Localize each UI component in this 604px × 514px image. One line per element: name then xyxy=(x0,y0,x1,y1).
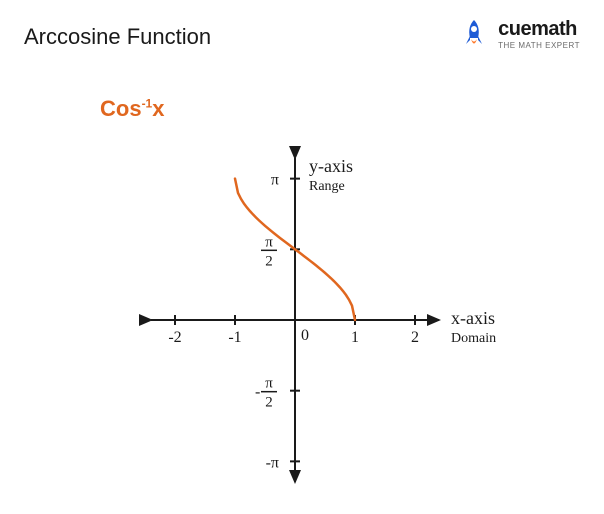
svg-text:-π: -π xyxy=(266,454,279,471)
svg-text:2: 2 xyxy=(265,395,273,411)
svg-text:-: - xyxy=(255,384,260,401)
arccos-chart: -2-1012x-axisDomainππ2-π2-πy-axisRange xyxy=(60,80,540,500)
logo-tagline: THE MATH EXPERT xyxy=(498,41,580,50)
svg-text:1: 1 xyxy=(351,329,359,346)
svg-text:2: 2 xyxy=(265,253,273,269)
svg-text:Domain: Domain xyxy=(451,331,496,346)
svg-text:-2: -2 xyxy=(168,329,181,346)
page-title: Arccosine Function xyxy=(24,24,211,50)
brand-logo: cuemath THE MATH EXPERT xyxy=(456,16,580,52)
logo-brand-text: cuemath xyxy=(498,18,577,41)
svg-text:0: 0 xyxy=(301,327,309,344)
svg-text:π: π xyxy=(265,234,273,250)
svg-text:2: 2 xyxy=(411,329,419,346)
svg-text:y-axis: y-axis xyxy=(309,156,353,176)
svg-text:π: π xyxy=(271,172,279,189)
svg-text:Range: Range xyxy=(309,179,345,194)
svg-text:x-axis: x-axis xyxy=(451,308,495,328)
rocket-icon xyxy=(456,16,492,52)
svg-text:π: π xyxy=(265,376,273,392)
svg-text:-1: -1 xyxy=(228,329,241,346)
